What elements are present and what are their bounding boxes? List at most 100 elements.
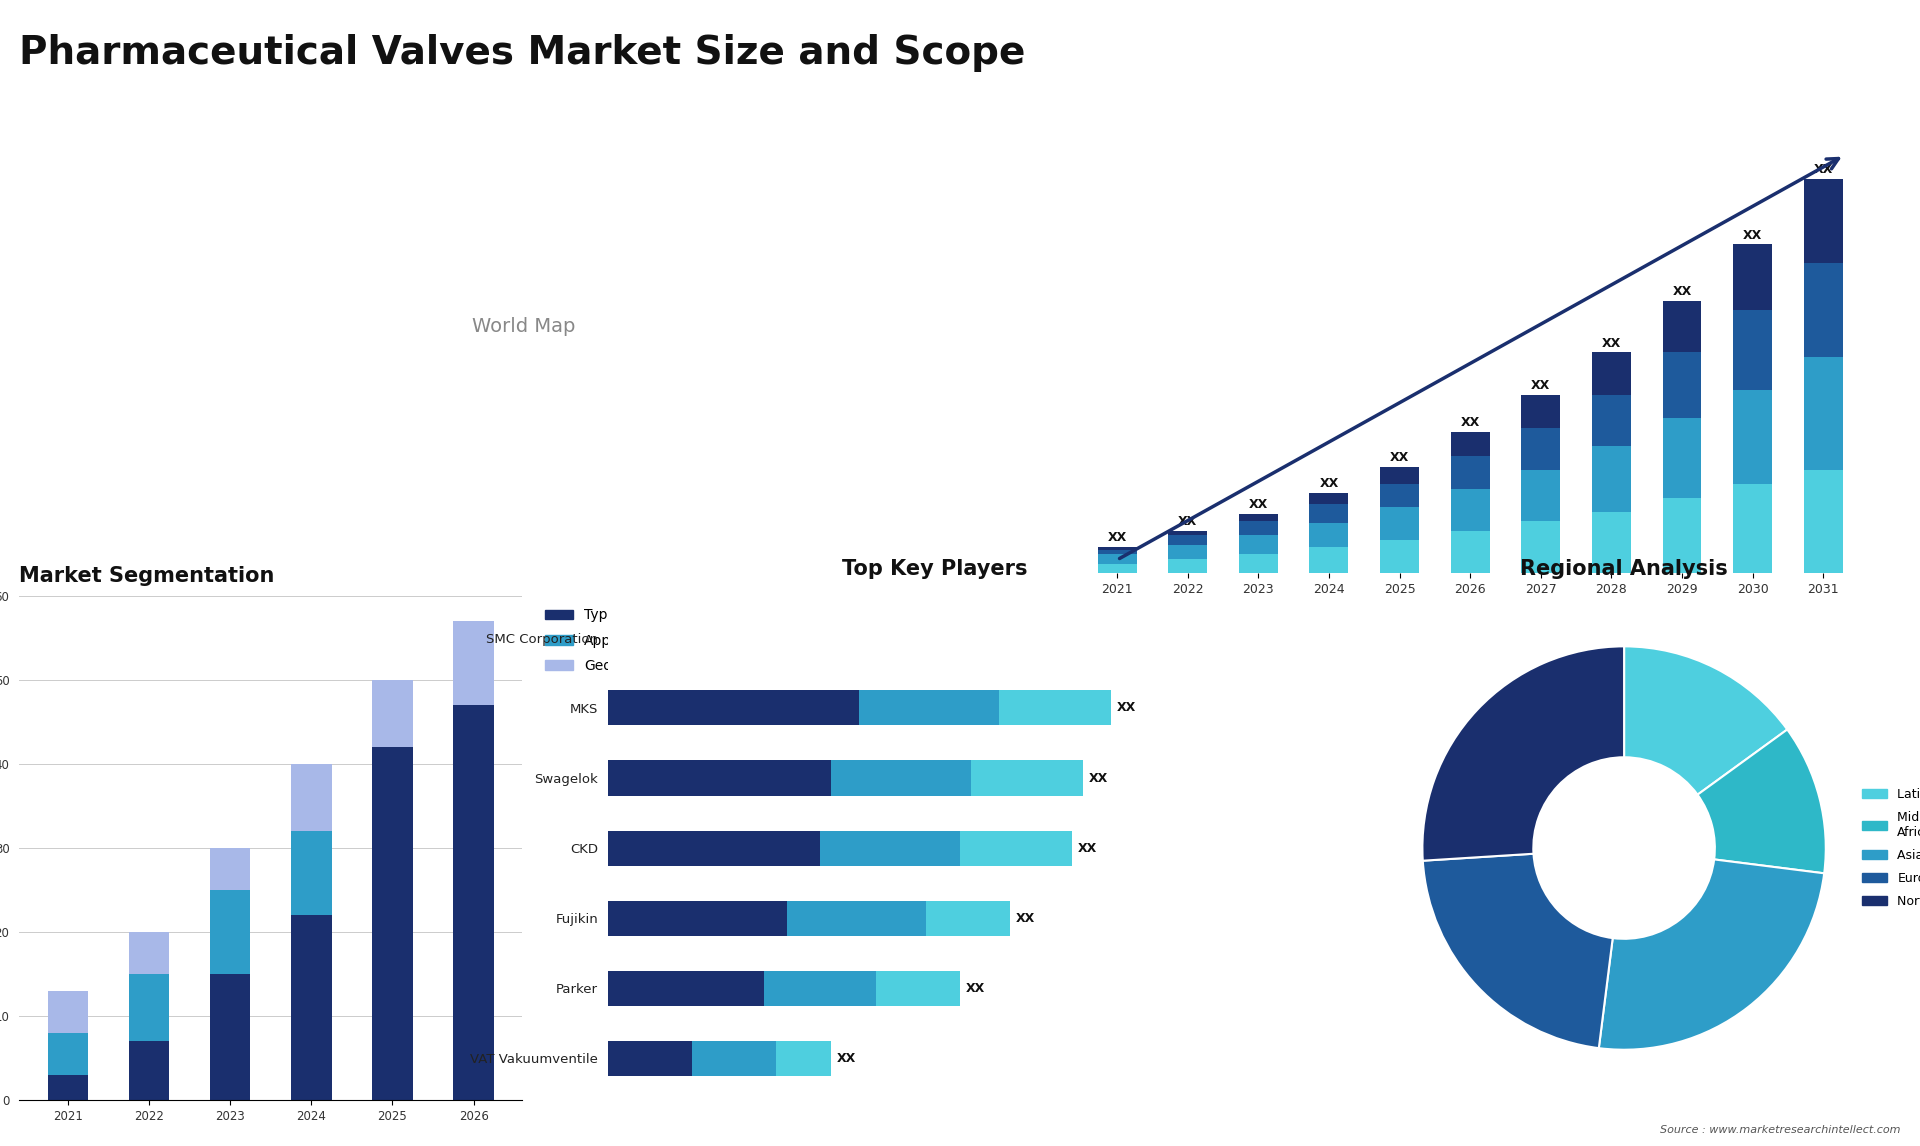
Bar: [1803, 179, 1843, 264]
Wedge shape: [1624, 646, 1788, 794]
Bar: [1734, 390, 1772, 484]
Text: XX: XX: [1016, 911, 1035, 925]
Bar: [609, 901, 787, 935]
Bar: [453, 621, 493, 705]
Text: XX: XX: [1117, 701, 1137, 714]
Bar: [1803, 358, 1843, 470]
Bar: [1309, 547, 1348, 573]
Wedge shape: [1423, 854, 1613, 1049]
Bar: [1380, 466, 1419, 484]
Bar: [1663, 497, 1701, 573]
Text: XX: XX: [1319, 478, 1338, 490]
Bar: [1663, 353, 1701, 418]
Legend: Type, Application, Geography: Type, Application, Geography: [540, 603, 666, 678]
Bar: [1734, 244, 1772, 311]
Bar: [1098, 550, 1137, 555]
Bar: [1521, 394, 1561, 427]
Bar: [129, 932, 169, 974]
Text: XX: XX: [1108, 531, 1127, 544]
Bar: [292, 831, 332, 916]
Bar: [1592, 353, 1630, 394]
Text: XX: XX: [1390, 452, 1409, 464]
Bar: [292, 916, 332, 1100]
Bar: [927, 901, 1010, 935]
Wedge shape: [1697, 730, 1826, 873]
Legend: Latin America, Middle East &
Africa, Asia Pacific, Europe, North America: Latin America, Middle East & Africa, Asi…: [1857, 783, 1920, 913]
Bar: [764, 971, 876, 1006]
Wedge shape: [1423, 646, 1624, 861]
Bar: [1167, 531, 1208, 535]
Bar: [998, 690, 1112, 725]
Bar: [129, 974, 169, 1042]
Bar: [609, 761, 831, 795]
Bar: [209, 974, 250, 1100]
Bar: [372, 747, 413, 1100]
Bar: [1452, 432, 1490, 456]
Bar: [609, 831, 820, 865]
Title: Regional Analysis: Regional Analysis: [1521, 559, 1728, 579]
Bar: [1238, 521, 1277, 535]
Bar: [1734, 484, 1772, 573]
Bar: [1803, 470, 1843, 573]
Bar: [1380, 484, 1419, 508]
Bar: [609, 971, 764, 1006]
Text: XX: XX: [966, 982, 985, 995]
Bar: [209, 890, 250, 974]
Bar: [1592, 446, 1630, 512]
Bar: [1167, 559, 1208, 573]
Bar: [820, 831, 960, 865]
Bar: [1592, 512, 1630, 573]
Text: XX: XX: [1601, 337, 1620, 350]
Title: Top Key Players: Top Key Players: [843, 559, 1027, 579]
Text: XX: XX: [1248, 499, 1267, 511]
Bar: [1238, 513, 1277, 521]
Text: XX: XX: [1077, 841, 1096, 855]
Bar: [1167, 535, 1208, 544]
Text: World Map: World Map: [472, 317, 576, 336]
Bar: [292, 764, 332, 831]
Bar: [1592, 394, 1630, 446]
Bar: [1452, 488, 1490, 531]
Bar: [609, 690, 860, 725]
Bar: [1098, 564, 1137, 573]
Text: XX: XX: [1743, 229, 1763, 242]
Bar: [129, 1042, 169, 1100]
Bar: [453, 705, 493, 1100]
Text: Market Segmentation: Market Segmentation: [19, 566, 275, 586]
Bar: [960, 831, 1071, 865]
Bar: [1167, 544, 1208, 559]
Text: Source : www.marketresearchintellect.com: Source : www.marketresearchintellect.com: [1661, 1124, 1901, 1135]
Bar: [1452, 531, 1490, 573]
Wedge shape: [1599, 860, 1824, 1050]
Bar: [1734, 311, 1772, 390]
Bar: [1309, 524, 1348, 547]
Bar: [1380, 508, 1419, 540]
Bar: [1309, 493, 1348, 504]
Bar: [1521, 470, 1561, 521]
Bar: [860, 690, 998, 725]
Bar: [1663, 418, 1701, 497]
Text: XX: XX: [1089, 771, 1108, 785]
Bar: [209, 848, 250, 890]
Bar: [787, 901, 927, 935]
Text: Pharmaceutical Valves Market Size and Scope: Pharmaceutical Valves Market Size and Sc…: [19, 34, 1025, 72]
Bar: [1380, 540, 1419, 573]
Text: XX: XX: [1814, 163, 1834, 176]
Bar: [1238, 535, 1277, 555]
Text: XX: XX: [1179, 515, 1198, 528]
Bar: [691, 1041, 776, 1076]
Bar: [1238, 555, 1277, 573]
Bar: [1309, 504, 1348, 524]
Text: XX: XX: [837, 1052, 856, 1065]
Bar: [1452, 456, 1490, 488]
Bar: [1663, 300, 1701, 353]
Bar: [972, 761, 1083, 795]
Text: XX: XX: [1530, 379, 1549, 392]
Text: XX: XX: [1672, 285, 1692, 298]
Bar: [372, 680, 413, 747]
Bar: [1521, 427, 1561, 470]
Bar: [48, 1075, 88, 1100]
Bar: [609, 1041, 691, 1076]
Bar: [1521, 521, 1561, 573]
Bar: [1098, 547, 1137, 550]
